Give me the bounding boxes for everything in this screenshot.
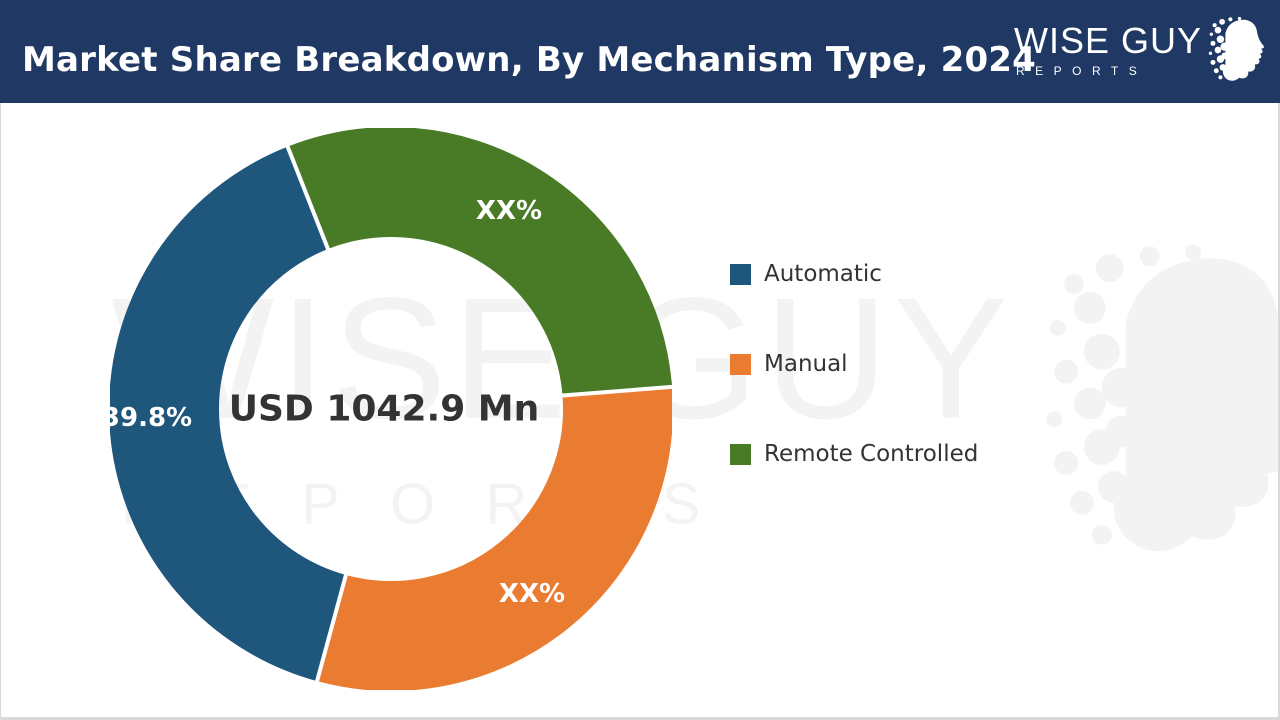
legend-item-remote-controlled: Remote Controlled [730, 440, 978, 468]
legend-swatch-automatic [730, 263, 751, 285]
legend: Automatic Manual Remote Controlled [730, 260, 978, 468]
segment-label-manual: XX% [498, 579, 566, 609]
donut-chart-svg [110, 128, 672, 690]
legend-label-manual: Manual [764, 351, 848, 377]
legend-label-automatic: Automatic [764, 261, 882, 287]
brand-name: WISE GUY [1013, 20, 1202, 61]
legend-swatch-manual [730, 353, 751, 375]
page-title: Market Share Breakdown, By Mechanism Typ… [22, 39, 1037, 80]
header-bar: Market Share Breakdown, By Mechanism Typ… [0, 0, 1280, 103]
segment-label-remote-controlled: XX% [475, 196, 543, 226]
legend-label-remote-controlled: Remote Controlled [764, 441, 979, 467]
legend-item-manual: Manual [730, 350, 978, 378]
legend-swatch-remote-controlled [730, 443, 751, 465]
donut-chart [110, 128, 672, 690]
brand-subtitle: REPORTS [1015, 64, 1148, 78]
donut-center-value: USD 1042.9 Mn [228, 388, 540, 430]
chart-area: WISE GUY REPORTS 39.8% XX% XX% USD 1042.… [0, 103, 1280, 720]
watermark-face-icon [1046, 244, 1278, 552]
wise-guy-face-icon [1208, 16, 1264, 81]
legend-item-automatic: Automatic [730, 260, 978, 288]
brand-wordmark: WISE GUY REPORTS [1013, 20, 1202, 78]
segment-label-automatic: 39.8% [101, 403, 193, 433]
brand-logo: WISE GUY REPORTS [1014, 12, 1266, 88]
